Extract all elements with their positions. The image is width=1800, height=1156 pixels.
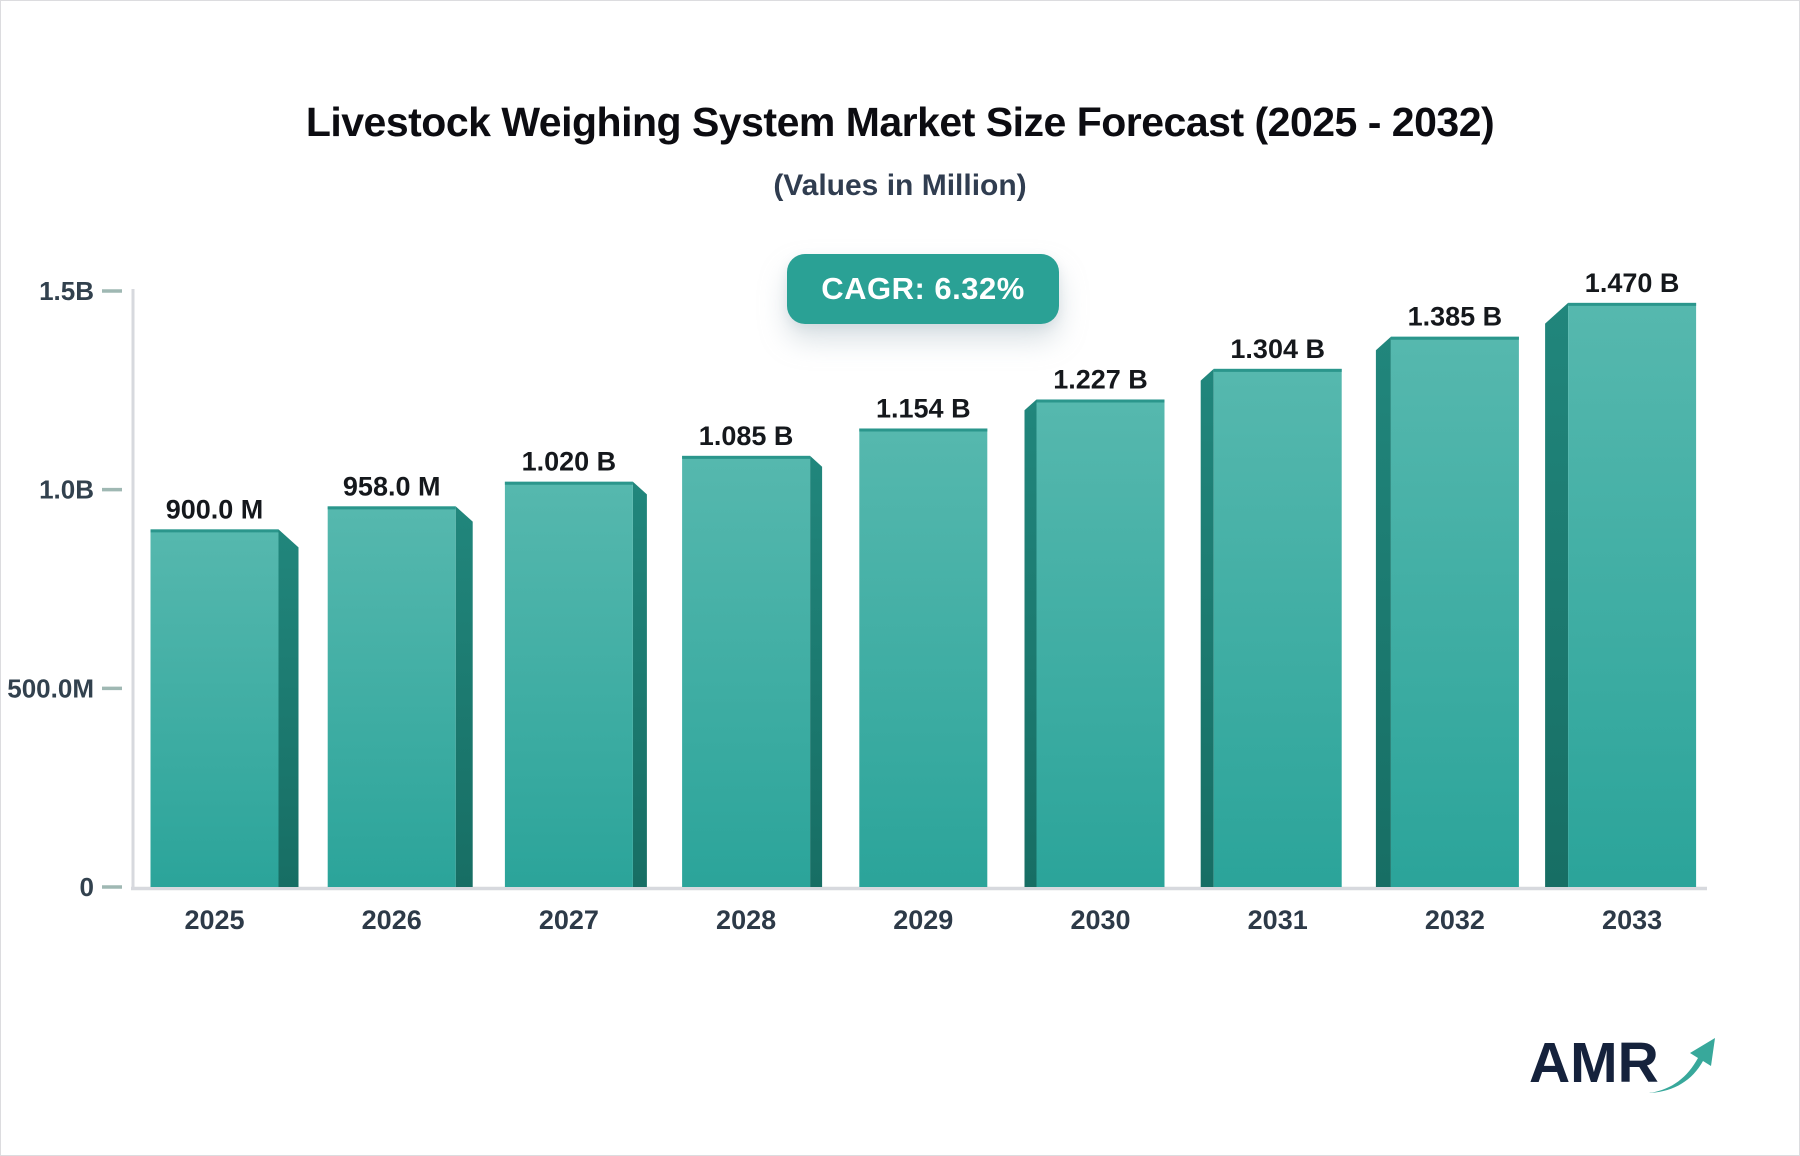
bar-front-face xyxy=(1568,302,1697,887)
bar-2031[interactable]: 1.304 B xyxy=(1200,334,1342,887)
bar-side-face xyxy=(278,529,299,887)
bar-value-label: 958.0 M xyxy=(343,471,441,501)
bar-value-label: 1.227 B xyxy=(1053,364,1148,394)
bar-side-face xyxy=(1545,302,1569,887)
bar-value-label: 1.470 B xyxy=(1585,268,1680,298)
x-axis-label-2027: 2027 xyxy=(539,905,599,935)
bar-2028[interactable]: 1.085 B xyxy=(682,421,823,887)
x-axis-label-2025: 2025 xyxy=(184,905,244,935)
x-axis-label-2030: 2030 xyxy=(1070,905,1130,935)
bar-value-label: 1.085 B xyxy=(699,421,794,451)
x-axis-label-2033: 2033 xyxy=(1602,905,1662,935)
bar-front-face xyxy=(504,481,633,887)
bar-2029[interactable]: 1.154 B xyxy=(859,393,988,887)
amr-logo: AMR xyxy=(1529,1035,1721,1099)
bar-value-label: 1.385 B xyxy=(1408,302,1503,332)
bar-2027[interactable]: 1.020 B xyxy=(504,447,647,887)
bar-value-label: 900.0 M xyxy=(166,494,264,524)
x-axis-label-2031: 2031 xyxy=(1248,905,1308,935)
chart-subtitle: (Values in Million) xyxy=(773,169,1027,202)
bar-front-face xyxy=(859,428,988,887)
x-axis-label-2028: 2028 xyxy=(716,905,776,935)
bar-2026[interactable]: 958.0 M xyxy=(327,471,473,887)
bar-side-face xyxy=(1200,368,1214,887)
cagr-badge: CAGR: 6.32% xyxy=(787,254,1059,324)
amr-logo-text: AMR xyxy=(1529,1031,1659,1095)
y-tick-label: 1.0B xyxy=(39,475,94,505)
bar-2030[interactable]: 1.227 B xyxy=(1024,364,1165,887)
bar-2032[interactable]: 1.385 B xyxy=(1375,302,1519,887)
bar-value-label: 1.020 B xyxy=(522,447,617,477)
chart-title: Livestock Weighing System Market Size Fo… xyxy=(305,99,1495,145)
y-tick-label: 1.5B xyxy=(39,276,94,306)
bar-front-face xyxy=(682,455,811,887)
bar-2025[interactable]: 900.0 M xyxy=(150,494,299,887)
y-tick-label: 0 xyxy=(80,872,94,902)
bar-front-face xyxy=(327,506,456,887)
bar-front-face xyxy=(1036,399,1165,887)
trend-up-arrow-icon xyxy=(1648,1038,1715,1093)
y-tick-label: 500.0M xyxy=(7,673,94,703)
bar-front-face xyxy=(1213,368,1342,887)
bar-front-face xyxy=(150,529,279,887)
bar-side-face xyxy=(632,481,647,887)
bar-value-label: 1.154 B xyxy=(876,393,971,423)
x-axis-label-2029: 2029 xyxy=(893,905,953,935)
bar-front-face xyxy=(1390,336,1519,887)
cagr-badge-label: CAGR: 6.32% xyxy=(821,271,1025,306)
x-axis-label-2032: 2032 xyxy=(1425,905,1485,935)
bar-2033[interactable]: 1.470 B xyxy=(1545,268,1697,887)
bar-side-face xyxy=(1024,399,1037,887)
bar-side-face xyxy=(810,455,823,887)
bar-value-label: 1.304 B xyxy=(1230,334,1325,364)
x-axis-label-2026: 2026 xyxy=(362,905,422,935)
bar-side-face xyxy=(455,506,473,887)
bar-side-face xyxy=(1375,336,1391,887)
